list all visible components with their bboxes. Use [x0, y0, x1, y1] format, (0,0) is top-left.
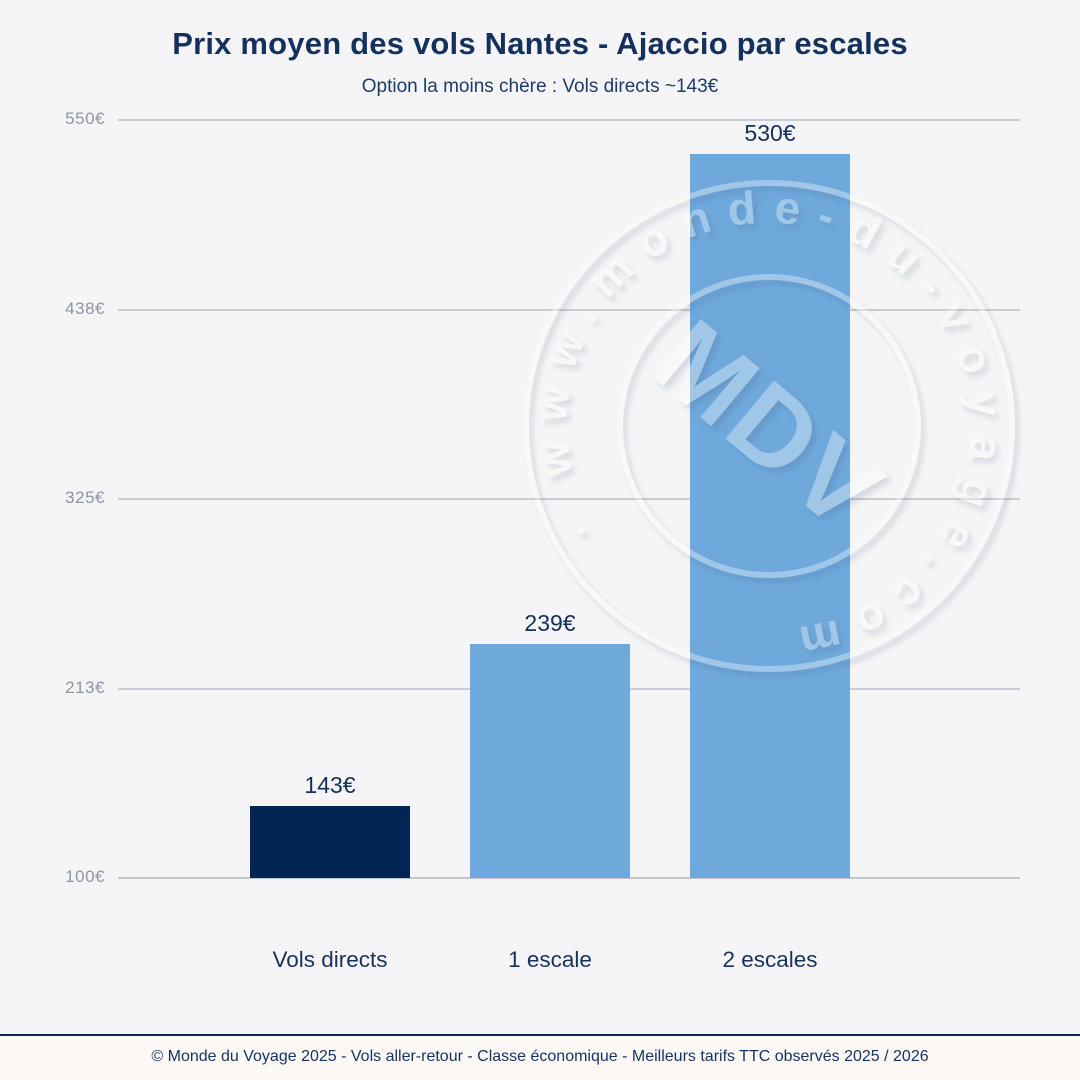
- bar-value-label: 239€: [524, 609, 576, 636]
- bar-value-label: 530€: [744, 119, 796, 146]
- bar-vols-directs: [250, 805, 410, 878]
- y-axis-tick-label: 325€: [65, 488, 105, 507]
- x-axis-category-label: Vols directs: [272, 947, 388, 972]
- page-subtitle: Option la moins chère : Vols directs ~14…: [361, 76, 719, 97]
- page-title: Prix moyen des vols Nantes - Ajaccio par…: [172, 26, 908, 61]
- gridline: [118, 498, 1020, 500]
- bar-value-label: 143€: [304, 771, 356, 798]
- y-axis-tick-label: 438€: [65, 298, 105, 318]
- footer-divider: © Monde du Voyage 2025 - Vols aller-reto…: [0, 1034, 1080, 1080]
- gridline: [118, 119, 1020, 121]
- bar-1-escale: [470, 643, 630, 878]
- y-axis-tick-label: 100€: [65, 867, 105, 886]
- x-axis-category-label: 1 escale: [508, 947, 592, 972]
- footer-copyright-text: © Monde du Voyage 2025 - Vols aller-reto…: [151, 1048, 929, 1065]
- y-axis-tick-label: 213€: [65, 677, 105, 697]
- gridline: [118, 308, 1020, 311]
- y-axis-tick-label: 550€: [65, 109, 105, 128]
- x-axis-category-label: 2 escales: [722, 947, 818, 972]
- gridline: [118, 877, 1020, 879]
- bar-2-escales: [690, 153, 850, 878]
